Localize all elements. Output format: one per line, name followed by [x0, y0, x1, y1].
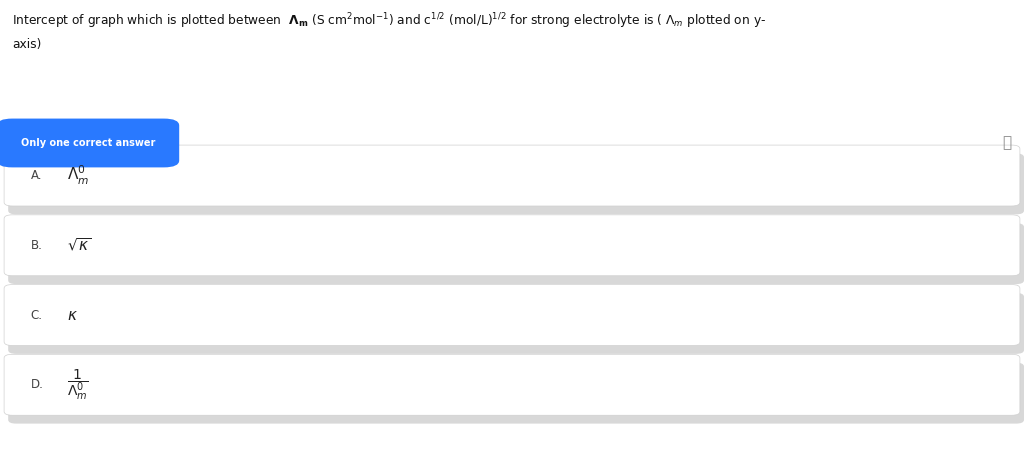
FancyBboxPatch shape — [8, 363, 1024, 424]
Text: $\dfrac{1}{\Lambda_m^0}$: $\dfrac{1}{\Lambda_m^0}$ — [67, 367, 88, 402]
FancyBboxPatch shape — [8, 153, 1024, 214]
Text: $\Lambda_m^0$: $\Lambda_m^0$ — [67, 164, 89, 187]
FancyBboxPatch shape — [4, 215, 1020, 276]
Text: A.: A. — [31, 169, 42, 182]
Text: D.: D. — [31, 379, 44, 391]
FancyBboxPatch shape — [4, 354, 1020, 415]
FancyBboxPatch shape — [4, 145, 1020, 206]
Text: $\kappa$: $\kappa$ — [67, 307, 78, 323]
Text: Only one correct answer: Only one correct answer — [20, 138, 156, 148]
Text: B.: B. — [31, 239, 43, 252]
Text: $\sqrt{\kappa}$: $\sqrt{\kappa}$ — [67, 237, 91, 254]
Text: C.: C. — [31, 309, 43, 321]
Text: Intercept of graph which is plotted between  $\mathbf{\Lambda_m}$ (S cm$^2$mol$^: Intercept of graph which is plotted betw… — [12, 12, 767, 51]
FancyBboxPatch shape — [4, 285, 1020, 345]
FancyBboxPatch shape — [8, 293, 1024, 354]
Text: ⓘ: ⓘ — [1002, 135, 1012, 151]
FancyBboxPatch shape — [0, 119, 179, 167]
FancyBboxPatch shape — [8, 223, 1024, 284]
